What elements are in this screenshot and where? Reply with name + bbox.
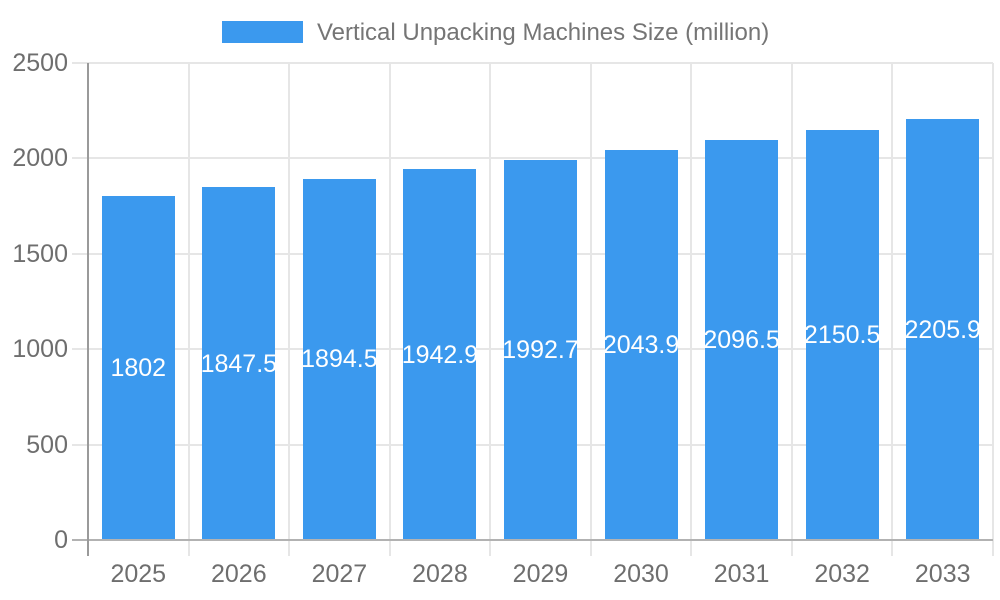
bar-2032[interactable] bbox=[805, 129, 879, 540]
legend-swatch bbox=[222, 21, 303, 43]
bar-2025[interactable] bbox=[101, 196, 175, 540]
gridline-vertical bbox=[187, 63, 190, 556]
legend-label: Vertical Unpacking Machines Size (millio… bbox=[317, 19, 770, 46]
gridline-vertical bbox=[489, 63, 492, 556]
gridline-vertical bbox=[589, 63, 592, 556]
x-axis-tick-label: 2030 bbox=[613, 560, 669, 588]
x-axis-tick-label: 2025 bbox=[110, 560, 167, 588]
x-axis-tick-label: 2033 bbox=[914, 560, 971, 588]
y-axis-tick-label: 1500 bbox=[12, 239, 68, 268]
gridline-horizontal bbox=[72, 157, 993, 160]
bar-2027[interactable] bbox=[302, 178, 376, 540]
bar-value-label: 1894.5 bbox=[301, 345, 378, 374]
gridline-horizontal bbox=[72, 62, 993, 64]
bar-2026[interactable] bbox=[202, 187, 276, 540]
y-axis-tick-label: 1000 bbox=[12, 335, 68, 364]
bar-2030[interactable] bbox=[604, 150, 678, 540]
x-axis-tick-label: 2027 bbox=[311, 560, 368, 588]
bar-value-label: 1802 bbox=[110, 354, 167, 383]
gridline-vertical bbox=[992, 63, 994, 556]
bar-value-label: 1992.7 bbox=[502, 335, 579, 364]
gridline-vertical bbox=[288, 63, 291, 556]
y-axis-tick-label: 0 bbox=[54, 526, 68, 554]
x-axis-tick-label: 2026 bbox=[211, 560, 267, 588]
gridline-vertical bbox=[790, 63, 793, 556]
x-axis-tick-label: 2029 bbox=[512, 560, 569, 588]
gridline-vertical bbox=[891, 63, 894, 556]
gridline-vertical bbox=[690, 63, 693, 556]
y-axis-line bbox=[87, 63, 89, 556]
bar-value-label: 2150.5 bbox=[803, 320, 881, 349]
gridline-vertical bbox=[388, 63, 391, 556]
bar-2033[interactable] bbox=[906, 119, 980, 540]
x-axis-tick-label: 2032 bbox=[814, 560, 870, 588]
bar-value-label: 2043.9 bbox=[602, 331, 680, 359]
bar-2029[interactable] bbox=[504, 159, 577, 540]
bar-value-label: 2205.9 bbox=[904, 315, 981, 344]
x-axis-tick-label: 2028 bbox=[412, 560, 468, 588]
bar-value-label: 1942.9 bbox=[401, 340, 479, 369]
bar-2031[interactable] bbox=[705, 139, 779, 540]
bar-2028[interactable] bbox=[403, 169, 477, 540]
x-axis-line bbox=[72, 539, 993, 541]
y-axis-tick-label: 2500 bbox=[12, 49, 68, 77]
x-axis-tick-label: 2031 bbox=[713, 560, 770, 588]
bar-value-label: 2096.5 bbox=[703, 325, 780, 354]
bar-value-label: 1847.5 bbox=[200, 349, 278, 378]
y-axis-tick-label: 500 bbox=[26, 430, 68, 459]
y-axis-tick-label: 2000 bbox=[12, 144, 68, 173]
